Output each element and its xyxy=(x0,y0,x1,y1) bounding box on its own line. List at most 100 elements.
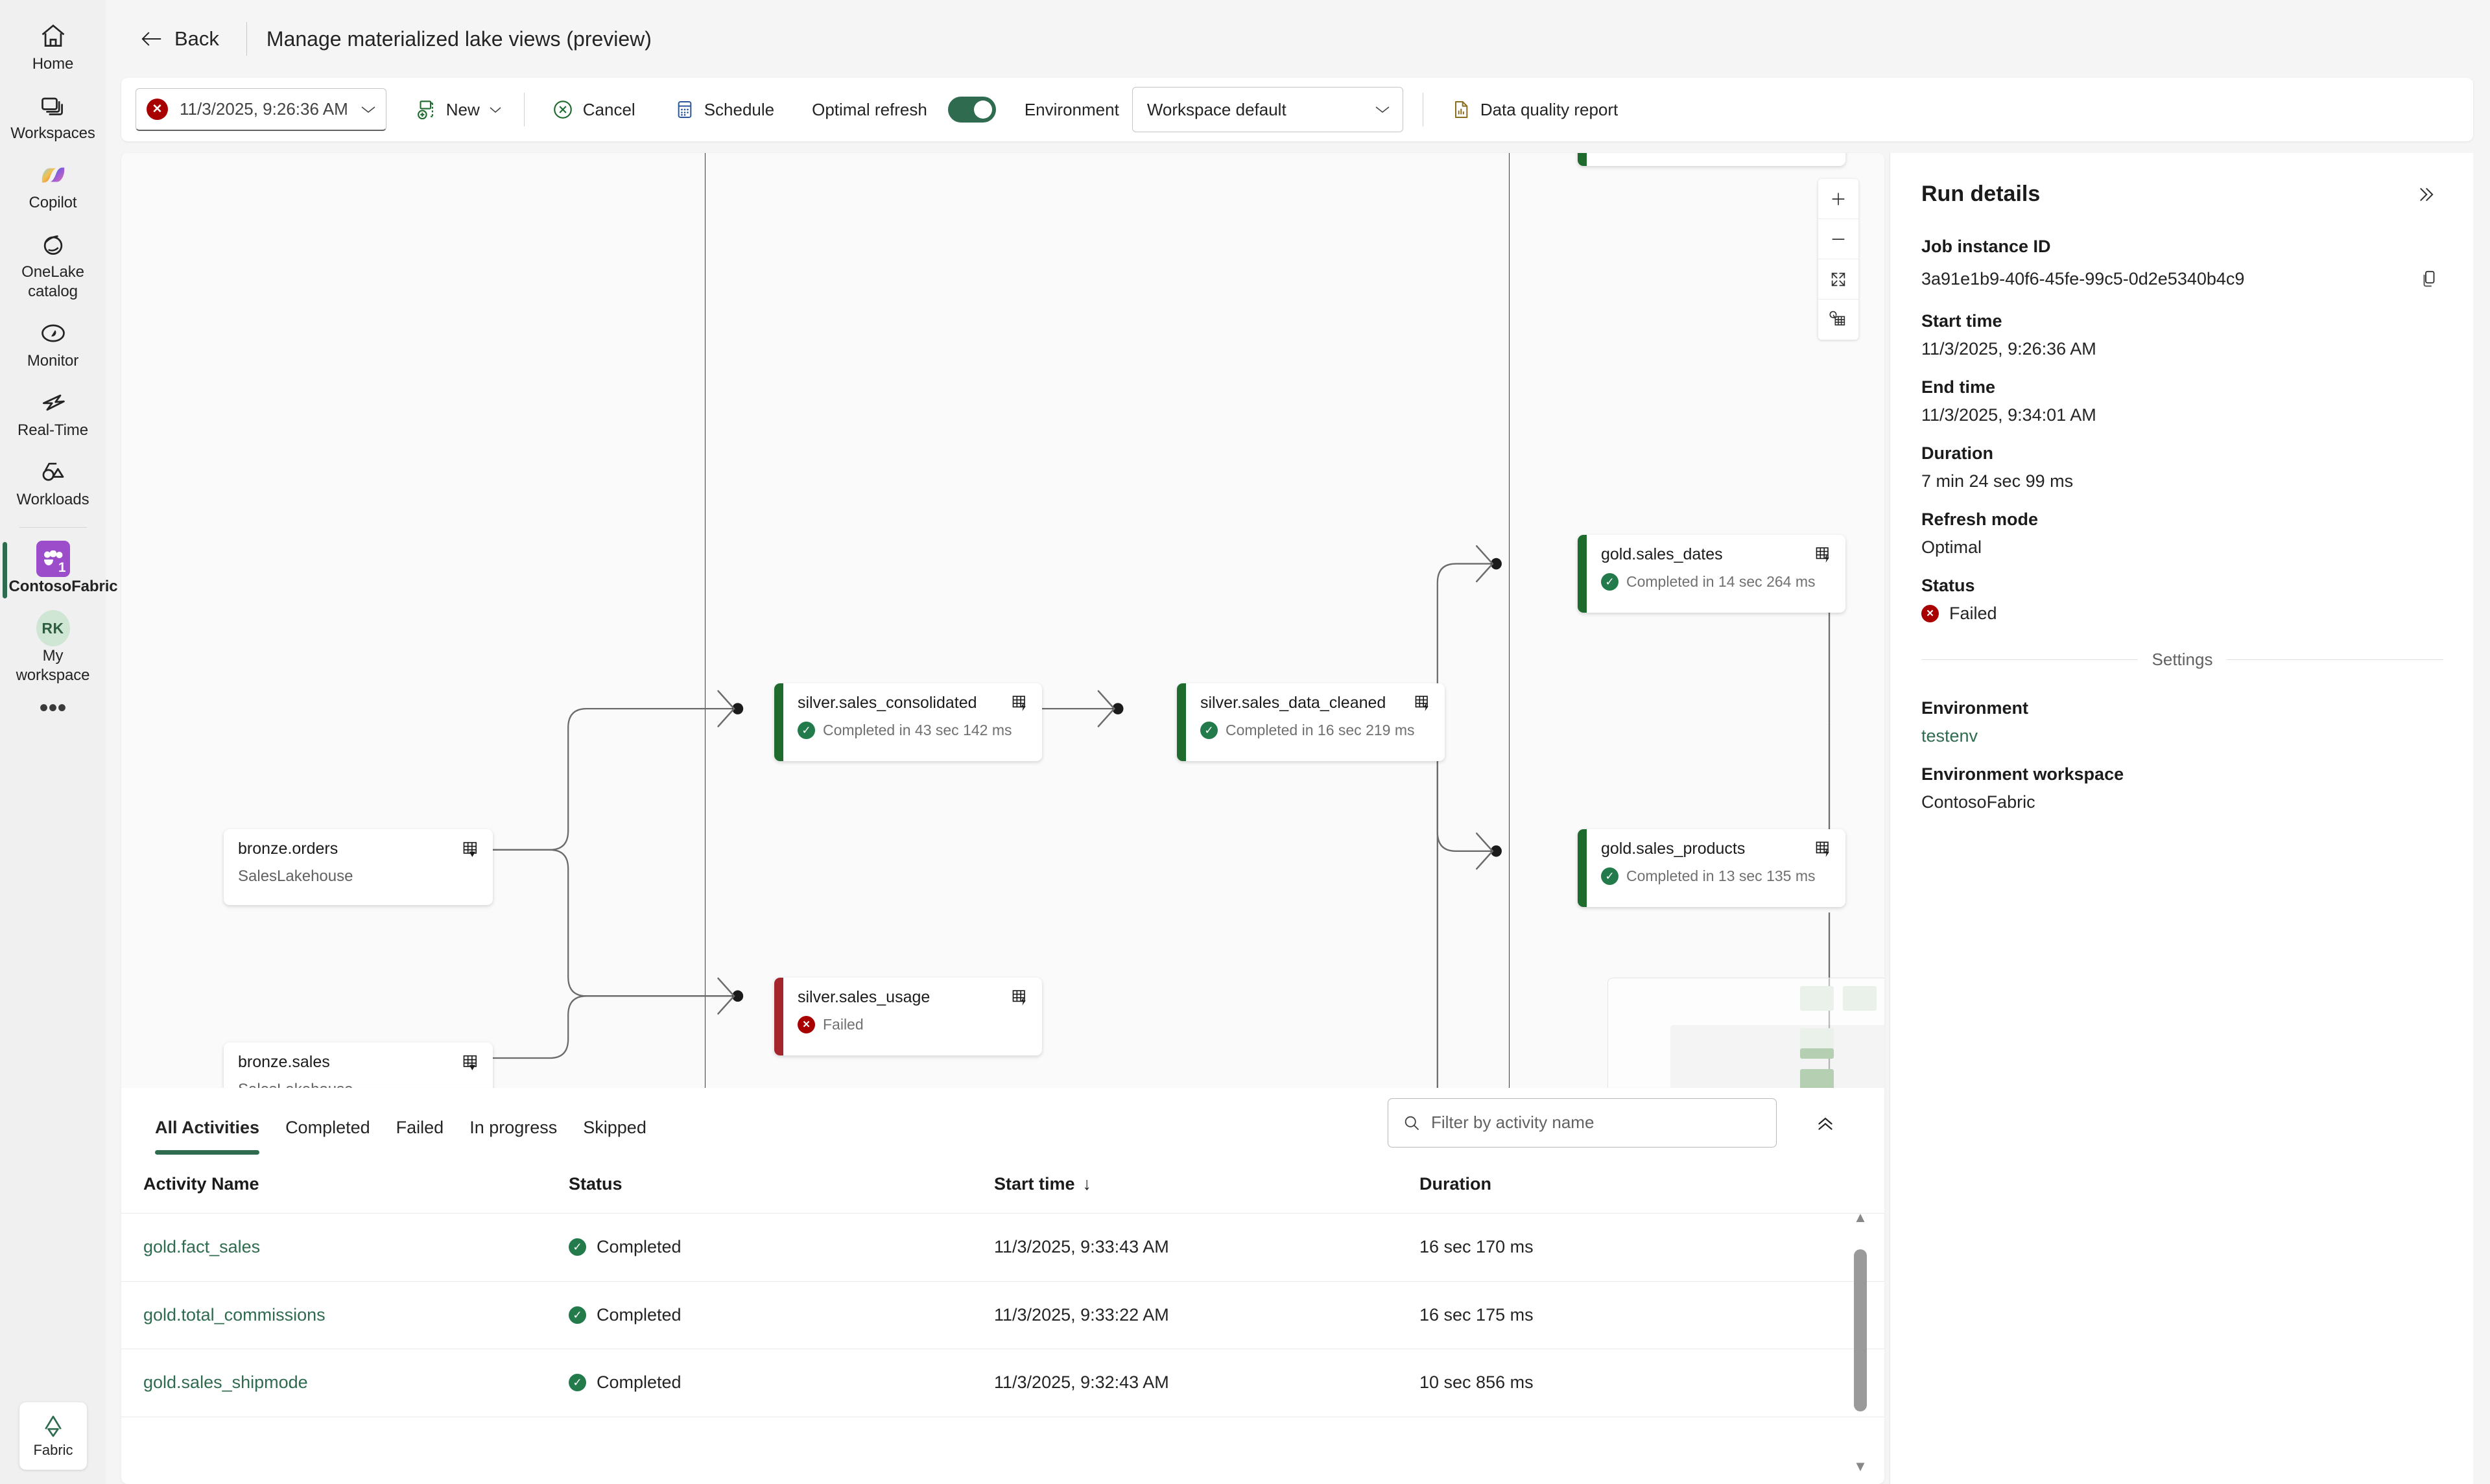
tab-label: Skipped xyxy=(583,1117,646,1137)
workloads-icon xyxy=(36,457,70,487)
schedule-button[interactable]: Schedule xyxy=(663,88,786,132)
lineage-graph-canvas[interactable]: bronze.orders SalesLakehouse xyxy=(121,153,1884,1088)
column-header-start-time[interactable]: Start time ↓ xyxy=(994,1173,1092,1194)
copy-icon[interactable] xyxy=(2415,265,2443,293)
graph-node-silver-sales-data-cleaned[interactable]: silver.sales_data_cleaned xyxy=(1177,683,1445,761)
sidebar-item-my-workspace[interactable]: RK My workspace xyxy=(8,606,99,691)
fabric-icon xyxy=(40,1413,66,1439)
status-badge: Completed xyxy=(569,1305,994,1325)
sidebar-item-contosofabric-workspace[interactable]: 1 ContosoFabric xyxy=(2,537,118,602)
sidebar-item-real-time[interactable]: Real-Time xyxy=(8,381,99,446)
new-button[interactable]: New xyxy=(403,88,514,132)
graph-node-partial-top[interactable] xyxy=(1578,153,1845,166)
canvas-minimap[interactable] xyxy=(1607,978,1884,1088)
back-button[interactable]: Back xyxy=(133,21,227,57)
scroll-up-icon[interactable]: ▲ xyxy=(1853,1209,1868,1226)
column-header-activity-name[interactable]: Activity Name xyxy=(143,1173,259,1194)
table-source-icon xyxy=(462,840,480,858)
field-label: Duration xyxy=(1921,443,1993,463)
chevron-double-right-icon[interactable] xyxy=(2408,183,2443,206)
activity-name-link[interactable]: gold.sales_shipmode xyxy=(143,1372,308,1393)
environment-label: Environment xyxy=(1024,99,1119,119)
field-label: Start time xyxy=(1921,311,2002,331)
page-header: Back Manage materialized lake views (pre… xyxy=(106,0,2490,78)
sidebar-item-label: Monitor xyxy=(27,352,79,370)
sidebar-item-home[interactable]: Home xyxy=(8,14,99,80)
graph-and-activities: bronze.orders SalesLakehouse xyxy=(121,153,1884,1484)
graph-node-bronze-orders[interactable]: bronze.orders SalesLakehouse xyxy=(224,829,493,905)
activities-table: Activity Name Status Start time ↓ Durati… xyxy=(121,1155,1884,1484)
success-status-icon xyxy=(1200,722,1218,739)
graph-node-bronze-sales[interactable]: bronze.sales SalesLakehouse xyxy=(224,1042,493,1088)
table-row[interactable]: gold.sales_shipmode Completed 11/3/2025,… xyxy=(121,1349,1884,1416)
graph-node-silver-sales-usage[interactable]: silver.sales_usage Fail xyxy=(774,978,1042,1055)
graph-node-gold-sales-products[interactable]: gold.sales_products Com xyxy=(1578,829,1845,907)
sidebar-item-monitor[interactable]: Monitor xyxy=(8,311,99,377)
zoom-in-icon[interactable] xyxy=(1818,179,1858,219)
tab-skipped[interactable]: Skipped xyxy=(571,1100,658,1155)
back-label: Back xyxy=(174,27,219,50)
table-scrollbar[interactable]: ▲ ▼ xyxy=(1852,1209,1869,1475)
node-status-bar xyxy=(1177,683,1186,761)
graph-node-silver-sales-consolidated[interactable]: silver.sales_consolidated xyxy=(774,683,1042,761)
run-selector-dropdown[interactable]: 11/3/2025, 9:26:36 AM xyxy=(136,88,386,131)
node-subtitle: SalesLakehouse xyxy=(238,1081,480,1088)
sidebar-more-button[interactable]: ••• xyxy=(39,694,67,722)
scrollbar-thumb[interactable] xyxy=(1854,1249,1867,1412)
fit-to-screen-icon[interactable] xyxy=(1818,259,1858,300)
filter-activity-box[interactable] xyxy=(1388,1098,1777,1148)
reset-layout-icon[interactable] xyxy=(1818,300,1858,340)
node-status-bar xyxy=(774,978,783,1055)
run-selector-value: 11/3/2025, 9:26:36 AM xyxy=(180,99,348,119)
scroll-down-icon[interactable]: ▼ xyxy=(1853,1458,1868,1474)
content-split: bronze.orders SalesLakehouse xyxy=(106,141,2490,1484)
sidebar-item-onelake-catalog[interactable]: OneLake catalog xyxy=(8,222,99,307)
table-row[interactable] xyxy=(121,1416,1884,1484)
node-subtitle: Failed xyxy=(823,1016,864,1033)
tab-label: Completed xyxy=(285,1117,370,1137)
tab-completed[interactable]: Completed xyxy=(274,1100,382,1155)
success-status-icon xyxy=(1601,573,1618,591)
column-header-status[interactable]: Status xyxy=(569,1173,622,1194)
activity-name-link[interactable]: gold.fact_sales xyxy=(143,1237,261,1257)
status-value: Failed xyxy=(1949,604,1997,623)
table-row[interactable]: gold.fact_sales Completed 11/3/2025, 9:3… xyxy=(121,1213,1884,1280)
column-header-duration[interactable]: Duration xyxy=(1419,1173,1491,1194)
sidebar-item-label: Workloads xyxy=(16,491,89,508)
status-badge: Completed xyxy=(569,1372,994,1393)
collapse-panel-button[interactable] xyxy=(1807,1106,1844,1140)
tab-all-activities[interactable]: All Activities xyxy=(143,1100,271,1155)
field-label: Status xyxy=(1921,576,1975,595)
environment-link[interactable]: testenv xyxy=(1921,726,1978,746)
tab-in-progress[interactable]: In progress xyxy=(458,1100,569,1155)
field-environment-workspace: Environment workspace ContosoFabric xyxy=(1921,764,2443,812)
canvas-lane-right xyxy=(1509,153,1510,1088)
field-label: Refresh mode xyxy=(1921,510,2039,529)
cancel-button[interactable]: Cancel xyxy=(540,88,647,132)
data-quality-report-button[interactable]: Data quality report xyxy=(1439,88,1630,132)
node-name: gold.sales_products xyxy=(1601,840,1746,858)
copilot-icon xyxy=(36,160,70,190)
sidebar-item-workloads[interactable]: Workloads xyxy=(8,450,99,515)
tab-failed[interactable]: Failed xyxy=(385,1100,456,1155)
sidebar-item-workspaces[interactable]: Workspaces xyxy=(8,84,99,149)
tab-label: In progress xyxy=(469,1117,558,1137)
start-time-value: 11/3/2025, 9:33:22 AM xyxy=(994,1304,1169,1325)
sidebar-item-label: Workspaces xyxy=(10,124,95,142)
activity-name-link[interactable]: gold.total_commissions xyxy=(143,1304,326,1325)
optimal-refresh-toggle[interactable] xyxy=(947,97,996,123)
search-input[interactable] xyxy=(1431,1113,1762,1133)
start-time-value: 11/3/2025, 9:26:36 AM xyxy=(1921,339,2096,359)
zoom-out-icon[interactable] xyxy=(1818,219,1858,259)
fabric-product-button[interactable]: Fabric xyxy=(19,1402,87,1470)
graph-node-gold-sales-dates[interactable]: gold.sales_dates Comple xyxy=(1578,535,1845,613)
scrollbar-track[interactable] xyxy=(1852,1230,1869,1454)
panel-title: Run details xyxy=(1921,182,2041,206)
table-row[interactable]: gold.total_commissions Completed 11/3/20… xyxy=(121,1280,1884,1349)
environment-dropdown[interactable]: Workspace default xyxy=(1132,87,1403,132)
job-instance-id-value: 3a91e1b9-40f6-45fe-99c5-0d2e5340b4c9 xyxy=(1921,268,2245,289)
duration-value: 16 sec 170 ms xyxy=(1419,1237,1534,1257)
node-name: silver.sales_consolidated xyxy=(798,694,977,712)
field-end-time: End time 11/3/2025, 9:34:01 AM xyxy=(1921,377,2443,425)
sidebar-item-copilot[interactable]: Copilot xyxy=(8,153,99,218)
